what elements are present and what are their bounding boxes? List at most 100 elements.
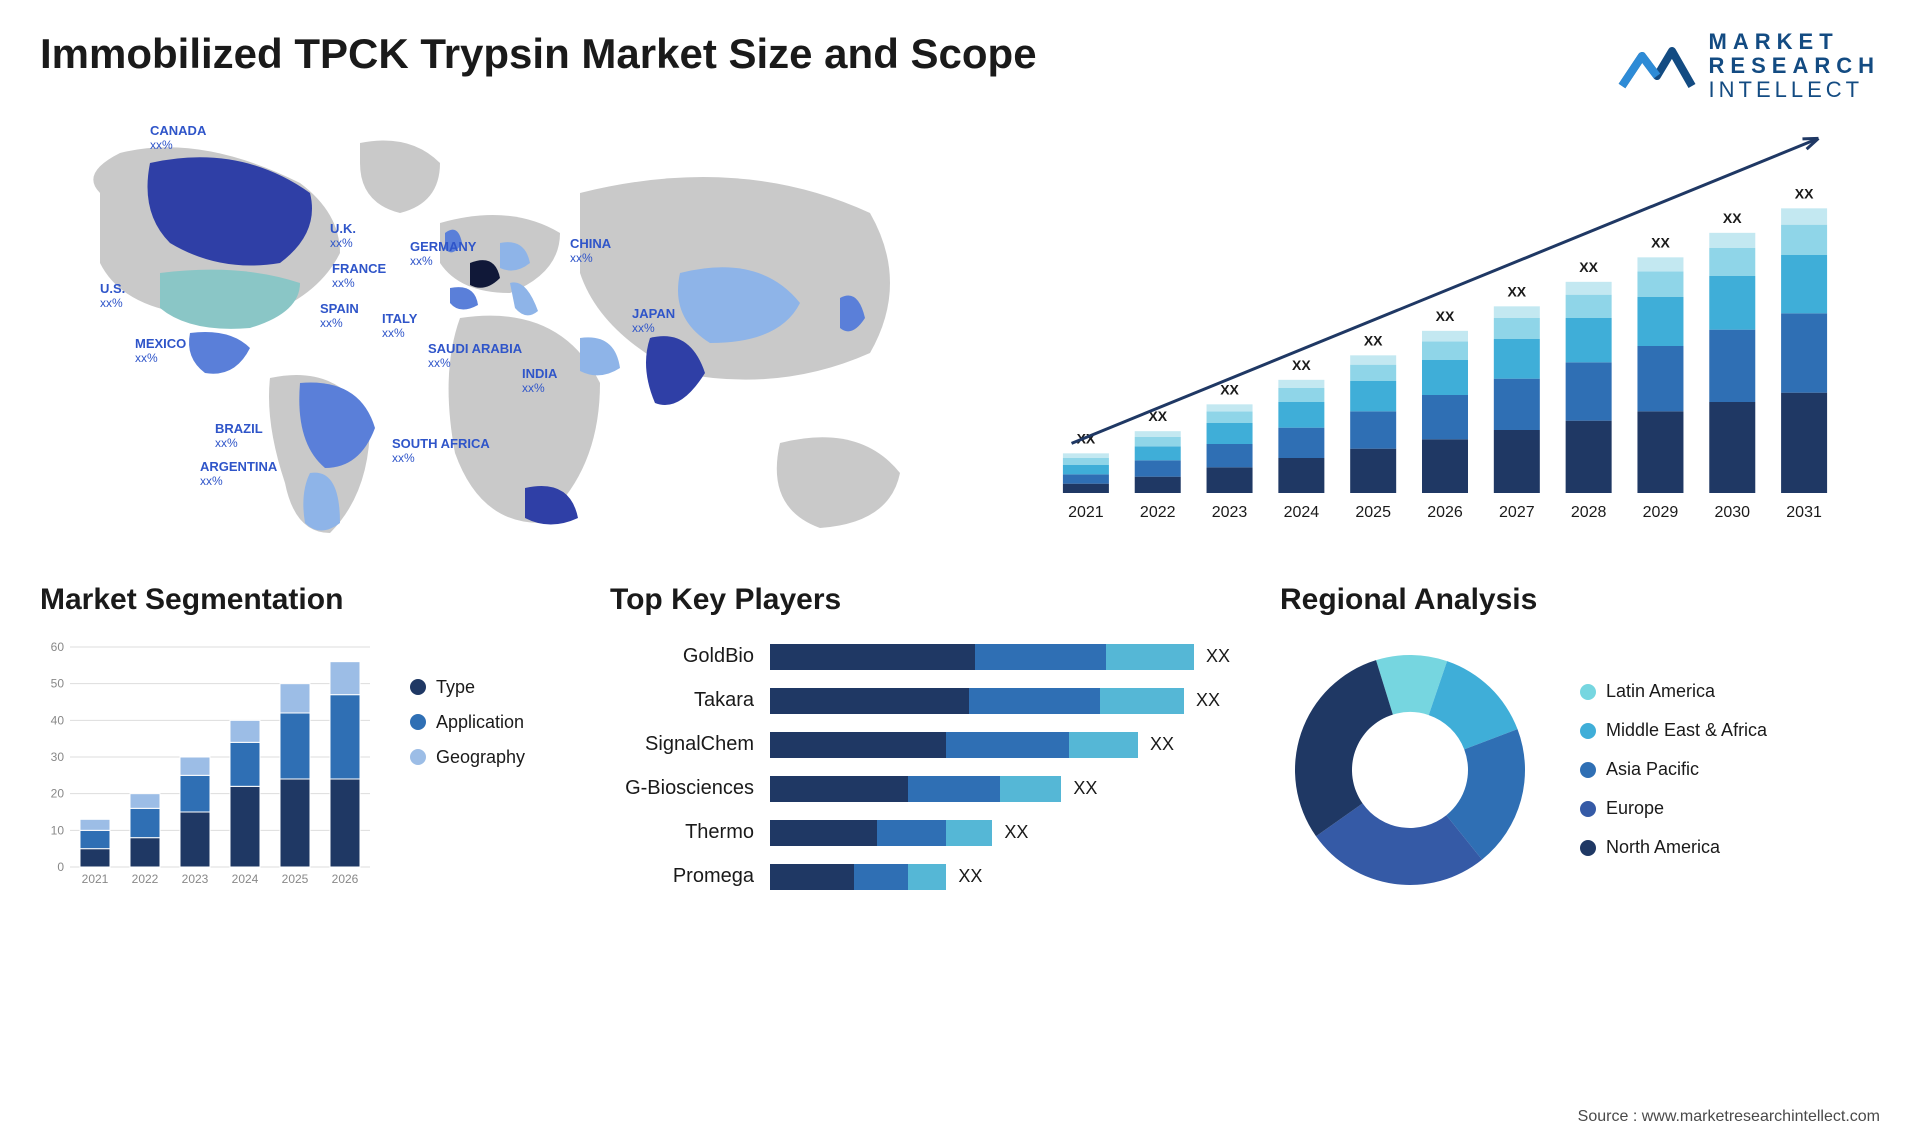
forecast-chart: XX2021XX2022XX2023XX2024XX2025XX2026XX20…: [1000, 123, 1880, 543]
seg-bar-seg: [280, 683, 310, 712]
map-label: GERMANY: [410, 239, 477, 254]
segmentation-panel: Market Segmentation 01020304050602021202…: [40, 583, 560, 903]
seg-legend-item: Type: [410, 677, 525, 698]
logo-text-1: MARKET: [1709, 30, 1880, 54]
forecast-bar-seg: [1278, 427, 1324, 457]
forecast-chart-panel: XX2021XX2022XX2023XX2024XX2025XX2026XX20…: [1000, 123, 1880, 543]
map-label: SOUTH AFRICA: [392, 436, 490, 451]
forecast-year-label: 2023: [1212, 504, 1248, 521]
player-value: XX: [1206, 646, 1230, 667]
seg-bar-seg: [180, 757, 210, 775]
forecast-bar-seg: [1063, 453, 1109, 458]
player-bar-seg: [975, 644, 1107, 670]
player-bar-seg: [1100, 688, 1184, 714]
player-row: PromegaXX: [610, 857, 1230, 897]
forecast-year-label: 2026: [1427, 504, 1463, 521]
forecast-bar-seg: [1422, 395, 1468, 439]
player-value: XX: [1004, 822, 1028, 843]
map-label: SPAIN: [320, 301, 359, 316]
seg-cat-label: 2022: [132, 872, 159, 886]
player-value: XX: [1073, 778, 1097, 799]
forecast-bar-seg: [1709, 276, 1755, 330]
legend-label: Europe: [1606, 798, 1664, 819]
map-label: CHINA: [570, 236, 612, 251]
forecast-bar-seg: [1637, 271, 1683, 297]
player-name: GoldBio: [610, 645, 770, 668]
regional-legend-item: Latin America: [1580, 681, 1767, 702]
seg-bar-seg: [330, 661, 360, 694]
world-map-panel: CANADAxx%U.S.xx%MEXICOxx%BRAZILxx%ARGENT…: [40, 123, 960, 543]
players-title: Top Key Players: [610, 583, 1230, 617]
svg-text:xx%: xx%: [332, 276, 355, 290]
player-bar-seg: [946, 820, 992, 846]
forecast-bar-seg: [1422, 360, 1468, 395]
forecast-bar-seg: [1207, 444, 1253, 467]
player-bar-seg: [1069, 732, 1138, 758]
seg-bar-seg: [80, 830, 110, 848]
forecast-bar-label: XX: [1364, 332, 1383, 348]
svg-text:xx%: xx%: [135, 351, 158, 365]
player-name: G-Biosciences: [610, 777, 770, 800]
forecast-bar-seg: [1422, 330, 1468, 341]
forecast-bar-seg: [1781, 392, 1827, 492]
seg-bar-seg: [130, 793, 160, 808]
forecast-bar-seg: [1781, 208, 1827, 224]
regional-title: Regional Analysis: [1280, 583, 1880, 617]
forecast-bar-seg: [1709, 402, 1755, 493]
page-title: Immobilized TPCK Trypsin Market Size and…: [40, 30, 1037, 78]
forecast-bar-seg: [1422, 439, 1468, 493]
regional-legend-item: Asia Pacific: [1580, 759, 1767, 780]
legend-label: Middle East & Africa: [1606, 720, 1767, 741]
forecast-bar-seg: [1135, 431, 1181, 437]
regional-legend-item: Europe: [1580, 798, 1767, 819]
map-label: CANADA: [150, 123, 207, 138]
map-label: MEXICO: [135, 336, 186, 351]
forecast-bar-seg: [1063, 474, 1109, 483]
svg-text:xx%: xx%: [215, 436, 238, 450]
forecast-bar-seg: [1135, 437, 1181, 446]
player-name: Thermo: [610, 821, 770, 844]
svg-text:xx%: xx%: [632, 321, 655, 335]
forecast-bar-label: XX: [1723, 209, 1742, 225]
svg-text:xx%: xx%: [200, 474, 223, 488]
forecast-bar-seg: [1135, 476, 1181, 492]
player-value: XX: [1196, 690, 1220, 711]
forecast-bar-seg: [1566, 420, 1612, 492]
forecast-bar-seg: [1781, 255, 1827, 313]
forecast-year-label: 2030: [1714, 504, 1750, 521]
legend-label: Type: [436, 677, 475, 698]
forecast-bar-label: XX: [1651, 234, 1670, 250]
forecast-bar-seg: [1278, 388, 1324, 402]
player-bar: XX: [770, 776, 1230, 802]
map-label: SAUDI ARABIA: [428, 341, 523, 356]
seg-bar-seg: [80, 819, 110, 830]
seg-bar-seg: [80, 848, 110, 866]
legend-swatch-icon: [1580, 723, 1596, 739]
forecast-bar-seg: [1350, 355, 1396, 364]
forecast-bar-label: XX: [1436, 307, 1455, 323]
legend-label: Latin America: [1606, 681, 1715, 702]
seg-ytick: 60: [51, 640, 65, 654]
player-bar: XX: [770, 732, 1230, 758]
forecast-bar-label: XX: [1220, 381, 1239, 397]
player-bar: XX: [770, 644, 1230, 670]
forecast-bar-seg: [1278, 402, 1324, 428]
player-row: TakaraXX: [610, 681, 1230, 721]
svg-text:xx%: xx%: [330, 236, 353, 250]
forecast-bar-seg: [1350, 364, 1396, 380]
seg-ytick: 30: [51, 750, 65, 764]
legend-swatch-icon: [1580, 684, 1596, 700]
seg-ytick: 10: [51, 823, 65, 837]
player-row: GoldBio XX: [610, 637, 1230, 677]
player-bar-seg: [877, 820, 946, 846]
regional-donut: [1280, 640, 1540, 900]
regional-legend-item: Middle East & Africa: [1580, 720, 1767, 741]
brand-logo: MARKET RESEARCH INTELLECT: [1617, 30, 1880, 103]
player-bar: XX: [770, 864, 1230, 890]
forecast-year-label: 2024: [1284, 504, 1320, 521]
player-bar-seg: [908, 776, 1000, 802]
forecast-bar-seg: [1781, 224, 1827, 254]
seg-bar-seg: [130, 808, 160, 837]
player-value: XX: [958, 866, 982, 887]
map-label: FRANCE: [332, 261, 386, 276]
